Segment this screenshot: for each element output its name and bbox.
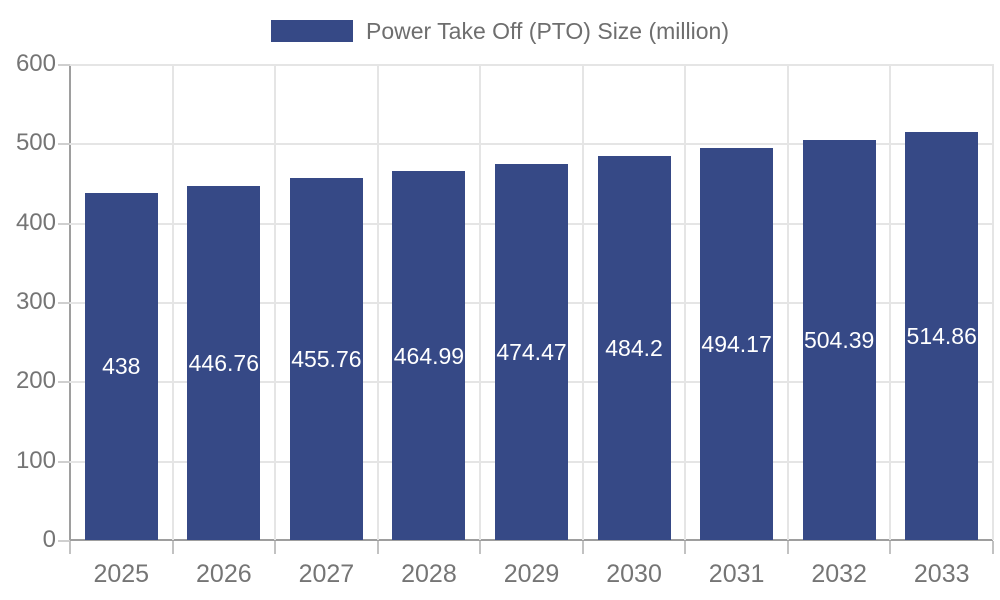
bar-value-label: 455.76 <box>291 346 362 373</box>
x-axis-line <box>69 539 993 541</box>
bar-2025[interactable]: 438 <box>84 192 158 540</box>
y-axis-tick <box>58 381 70 384</box>
x-axis-tick-label: 2028 <box>401 560 457 588</box>
v-gridline <box>171 64 174 540</box>
y-axis-tick <box>58 64 70 66</box>
bar-value-label: 438 <box>102 353 141 380</box>
h-gridline <box>70 64 993 66</box>
bar-2026[interactable]: 446.76 <box>187 185 261 540</box>
bar-2027[interactable]: 455.76 <box>289 178 363 540</box>
x-axis-tick-label: 2029 <box>503 560 560 588</box>
x-axis-tick <box>69 541 71 554</box>
bar-value-label: 446.76 <box>188 349 259 376</box>
bar-2029[interactable]: 474.47 <box>495 163 568 540</box>
x-axis-tick-label: 2030 <box>606 560 662 588</box>
bar-value-label: 464.99 <box>393 342 465 369</box>
x-axis-tick-label: 2031 <box>708 560 765 588</box>
v-gridline <box>786 64 789 540</box>
x-axis-tick-label: 2032 <box>811 560 867 588</box>
bar-2031[interactable]: 494.17 <box>700 147 774 540</box>
bar-value-label: 514.86 <box>906 322 977 349</box>
legend[interactable]: Power Take Off (PTO) Size (million) <box>0 16 1000 46</box>
x-axis-tick-label: 2027 <box>298 560 355 588</box>
x-axis-tick <box>479 541 482 554</box>
bar-2030[interactable]: 484.2 <box>597 155 671 540</box>
legend-swatch-icon <box>271 20 353 42</box>
bar-value-label: 494.17 <box>701 330 772 357</box>
y-axis-tick <box>58 460 70 463</box>
x-axis-tick <box>274 541 277 554</box>
x-axis-tick <box>376 541 379 554</box>
x-axis-tick-label: 2033 <box>913 560 970 588</box>
v-gridline <box>992 64 994 540</box>
plot-area: 438 446.76 455.76 464.99 474.47 484.2 494.17 50… <box>70 64 994 540</box>
y-axis-tick <box>58 302 70 304</box>
v-gridline <box>581 64 584 540</box>
y-axis-tick-label: 100 <box>15 446 56 474</box>
bar-2033[interactable]: 514.86 <box>905 131 979 540</box>
x-axis-tick <box>171 541 174 554</box>
v-gridline <box>889 64 892 540</box>
y-axis-tick <box>58 222 70 225</box>
x-axis-tick <box>684 541 687 554</box>
y-axis-tick-label: 0 <box>42 526 56 553</box>
bar-value-label: 474.47 <box>496 338 567 365</box>
y-axis-tick-label: 200 <box>15 367 56 395</box>
h-gridline <box>70 143 993 146</box>
x-axis-tick <box>889 541 892 554</box>
y-axis-tick-label: 400 <box>15 208 56 236</box>
bar-2032[interactable]: 504.39 <box>802 139 876 540</box>
y-axis-tick <box>58 540 70 542</box>
y-axis-tick-label: 300 <box>15 288 56 315</box>
bar-value-label: 504.39 <box>803 326 875 353</box>
y-axis-tick-label: 600 <box>15 50 56 77</box>
v-gridline <box>274 64 277 540</box>
x-axis-tick <box>581 541 584 554</box>
y-axis-tick-label: 500 <box>15 129 56 157</box>
legend-label: Power Take Off (PTO) Size (million) <box>366 18 729 44</box>
v-gridline <box>479 64 482 540</box>
x-axis-tick <box>786 541 789 554</box>
x-axis-tick-label: 2026 <box>196 560 252 588</box>
v-gridline <box>376 64 379 540</box>
v-gridline <box>684 64 687 540</box>
x-axis-tick <box>992 541 994 554</box>
bar-2028[interactable]: 464.99 <box>392 171 466 540</box>
y-axis-tick <box>58 143 70 146</box>
bar-value-label: 484.2 <box>605 334 663 361</box>
x-axis-tick-label: 2025 <box>93 560 150 588</box>
